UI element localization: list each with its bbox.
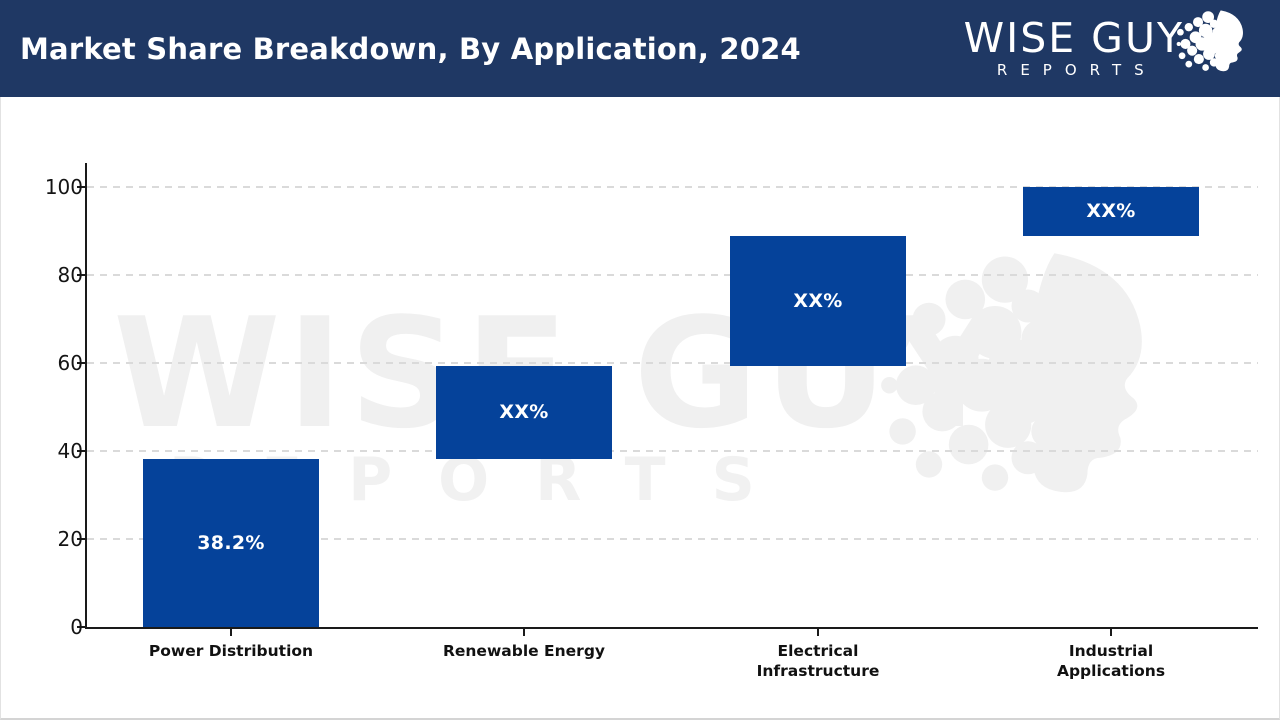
x-tick-3	[817, 629, 819, 636]
bar-segment-2: XX%	[436, 365, 612, 459]
y-tick-label-100: 100	[44, 175, 83, 199]
gridline-40	[87, 450, 1258, 452]
y-tick-20	[77, 538, 85, 540]
gridline-60	[87, 362, 1258, 364]
y-tick-100	[77, 186, 85, 188]
bar-segment-1: 38.2%	[143, 458, 319, 627]
y-tick-label-20: 20	[57, 527, 83, 551]
category-label-4: Industrial Applications	[1056, 642, 1166, 680]
page-title: Market Share Breakdown, By Application, …	[20, 31, 801, 66]
bar-value-label: XX%	[1086, 200, 1136, 223]
y-tick-40	[77, 450, 85, 452]
logo-text: WISE GUY REPORTS	[963, 14, 1184, 80]
gridline-20	[87, 538, 1258, 540]
gridline-80	[87, 274, 1258, 276]
y-tick-label-40: 40	[57, 439, 83, 463]
logo-wordmark: WISE GUY	[963, 14, 1184, 62]
bar-value-label: 38.2%	[197, 531, 265, 554]
x-tick-1	[230, 629, 232, 636]
y-tick-label-60: 60	[57, 351, 83, 375]
y-tick-60	[77, 362, 85, 364]
category-label-3: Electrical Infrastructure	[756, 642, 880, 680]
y-axis-line	[85, 163, 87, 629]
bar-value-label: XX%	[793, 289, 843, 312]
y-tick-0	[77, 626, 85, 628]
bar-segment-4: XX%	[1023, 187, 1199, 236]
y-tick-80	[77, 274, 85, 276]
wise-guy-logo: WISE GUY REPORTS	[964, 7, 1256, 91]
category-label-1: Power Distribution	[148, 642, 314, 660]
bar-segment-3: XX%	[730, 235, 906, 366]
bar-value-label: XX%	[499, 401, 549, 424]
x-tick-2	[523, 629, 525, 636]
logo-head-icon	[1176, 9, 1243, 71]
watermark-head-icon	[881, 253, 1142, 493]
header-bar: Market Share Breakdown, By Application, …	[0, 0, 1280, 97]
gridline-100	[87, 186, 1258, 188]
y-tick-label-0: 0	[70, 615, 83, 639]
chart-canvas: WISE GUY REPORTS 0 20 40 60 80 100 38.2% Power …	[0, 97, 1280, 720]
category-label-2: Renewable Energy	[442, 642, 606, 660]
y-tick-label-80: 80	[57, 263, 83, 287]
logo-subtitle: REPORTS	[996, 61, 1157, 79]
x-tick-4	[1110, 629, 1112, 636]
x-axis-line	[85, 627, 1258, 629]
